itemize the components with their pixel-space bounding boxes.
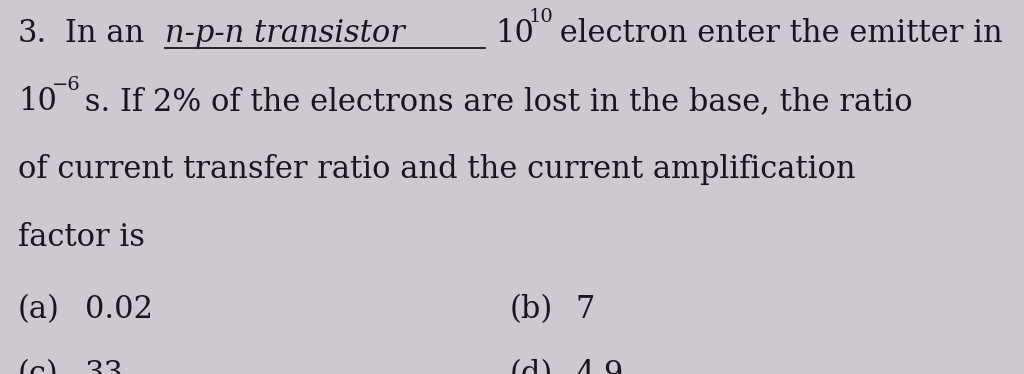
Text: 3.: 3. bbox=[18, 18, 47, 49]
Text: In an: In an bbox=[65, 18, 154, 49]
Text: 4.9: 4.9 bbox=[575, 359, 624, 374]
Text: 33: 33 bbox=[85, 359, 124, 374]
Text: (b): (b) bbox=[510, 294, 553, 325]
Text: 10: 10 bbox=[18, 86, 57, 117]
Text: (d): (d) bbox=[510, 359, 553, 374]
Text: −6: −6 bbox=[52, 76, 81, 94]
Text: 7: 7 bbox=[575, 294, 594, 325]
Text: n-p-n transistor: n-p-n transistor bbox=[165, 18, 404, 49]
Text: 10: 10 bbox=[529, 8, 554, 26]
Text: factor is: factor is bbox=[18, 222, 145, 253]
Text: 0.02: 0.02 bbox=[85, 294, 153, 325]
Text: s. If 2% of the electrons are lost in the base, the ratio: s. If 2% of the electrons are lost in th… bbox=[75, 86, 912, 117]
Text: of current transfer ratio and the current amplification: of current transfer ratio and the curren… bbox=[18, 154, 856, 185]
Text: 10: 10 bbox=[495, 18, 534, 49]
Text: electron enter the emitter in: electron enter the emitter in bbox=[550, 18, 1002, 49]
Text: (a): (a) bbox=[18, 294, 59, 325]
Text: (c): (c) bbox=[18, 359, 58, 374]
